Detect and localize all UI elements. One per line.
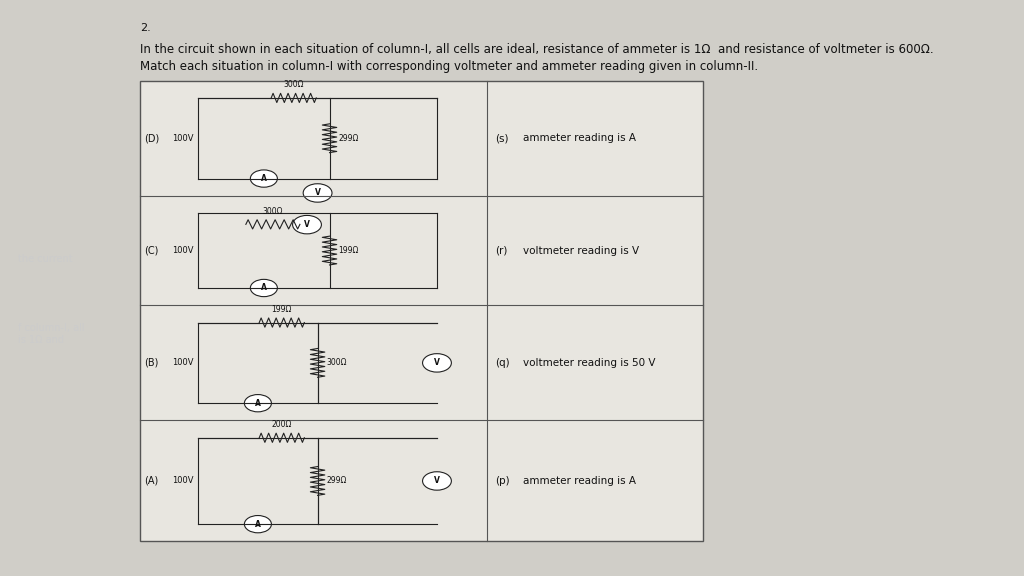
Text: (r): (r) — [496, 245, 508, 256]
Text: 200Ω: 200Ω — [271, 420, 292, 429]
Text: V: V — [434, 358, 440, 367]
Bar — [139, 81, 702, 541]
Text: 300Ω: 300Ω — [262, 207, 283, 216]
Text: 2.: 2. — [139, 23, 151, 33]
Circle shape — [293, 215, 322, 234]
Circle shape — [303, 184, 332, 202]
Text: A: A — [261, 283, 267, 293]
Text: voltmeter reading is 50 V: voltmeter reading is 50 V — [522, 358, 655, 368]
Text: V: V — [434, 476, 440, 486]
Text: V: V — [304, 220, 310, 229]
Text: A: A — [255, 520, 261, 529]
Text: f column-I, all
is 1Ω and: f column-I, all is 1Ω and — [18, 323, 85, 345]
Text: ammeter reading is A: ammeter reading is A — [522, 133, 636, 143]
Text: 300Ω: 300Ω — [284, 80, 304, 89]
Text: ammeter reading is A: ammeter reading is A — [522, 476, 636, 486]
Text: 100V: 100V — [172, 134, 194, 143]
Text: 199Ω: 199Ω — [339, 246, 359, 255]
Text: the current: the current — [18, 254, 73, 264]
Text: Match each situation in column-I with corresponding voltmeter and ammeter readin: Match each situation in column-I with co… — [139, 60, 758, 74]
Text: 299Ω: 299Ω — [339, 134, 359, 143]
Text: V: V — [314, 188, 321, 198]
Text: 199Ω: 199Ω — [271, 305, 292, 314]
Text: (C): (C) — [144, 245, 159, 256]
Text: 299Ω: 299Ω — [327, 476, 347, 486]
Circle shape — [423, 354, 452, 372]
Text: (D): (D) — [144, 133, 160, 143]
Text: voltmeter reading is V: voltmeter reading is V — [522, 245, 639, 256]
Circle shape — [423, 472, 452, 490]
Circle shape — [245, 395, 271, 412]
Text: 100V: 100V — [172, 476, 194, 486]
Text: 300Ω: 300Ω — [327, 358, 347, 367]
Text: (p): (p) — [496, 476, 510, 486]
Text: (B): (B) — [144, 358, 159, 368]
Text: 100V: 100V — [172, 246, 194, 255]
Text: (s): (s) — [496, 133, 509, 143]
Text: (q): (q) — [496, 358, 510, 368]
Text: A: A — [255, 399, 261, 408]
Text: 100V: 100V — [172, 358, 194, 367]
Circle shape — [250, 279, 278, 297]
Circle shape — [245, 516, 271, 533]
Text: A: A — [261, 174, 267, 183]
Text: (A): (A) — [144, 476, 159, 486]
Circle shape — [250, 170, 278, 187]
Text: In the circuit shown in each situation of column-I, all cells are ideal, resista: In the circuit shown in each situation o… — [139, 43, 933, 56]
